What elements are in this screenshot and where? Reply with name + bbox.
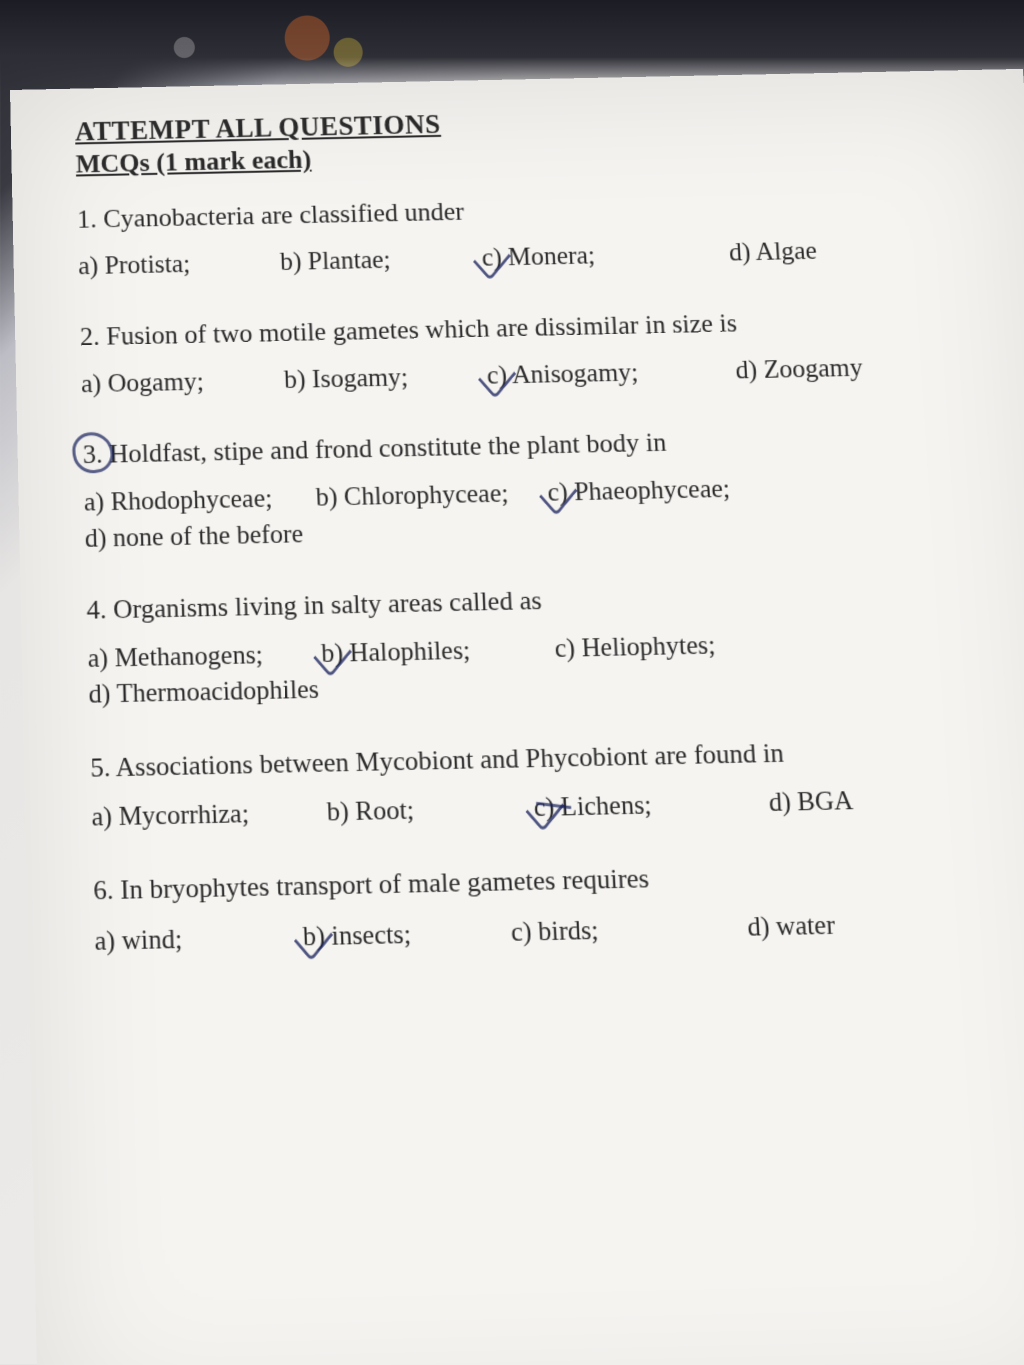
option-d: d) BGA: [768, 779, 1005, 821]
option-d: d) Algae: [728, 231, 959, 271]
question-stem: Fusion of two motile gametes which are d…: [106, 308, 738, 351]
option-c: c) birds;: [510, 908, 748, 950]
options-row: a) Protista; b) Plantae; c) Monera; d) A…: [78, 230, 996, 284]
question-4: 4. Organisms living in salty areas calle…: [86, 572, 1024, 713]
question-2: 2. Fusion of two motile gametes which ar…: [80, 299, 1004, 402]
question-number: 4.: [86, 594, 107, 625]
option-a: a) Oogamy;: [81, 362, 285, 401]
option-c: c) Lichens;: [533, 784, 770, 826]
question-number-circled: 3.: [82, 436, 103, 473]
question-stem: Cyanobacteria are classified under: [103, 197, 465, 234]
option-b: b) Halophiles;: [321, 631, 556, 672]
exam-sheet: ATTEMPT ALL QUESTIONS MCQs (1 mark each)…: [10, 69, 1024, 1365]
option-a: a) Rhodophyceae;: [84, 480, 317, 521]
option-c: c) Anisogamy;: [486, 353, 737, 393]
option-d: d) Thermoacidophiles: [88, 671, 351, 713]
options-row: a) wind; b) insects; c) birds; d) water: [94, 902, 1024, 960]
option-c: c) Monera;: [481, 235, 730, 275]
question-5: 5. Associations between Mycobiont and Ph…: [90, 729, 1024, 836]
question-number: 5.: [90, 752, 111, 783]
question-text: 5. Associations between Mycobiont and Ph…: [90, 729, 1024, 786]
option-b: b) Plantae;: [279, 241, 482, 280]
option-b: b) insects;: [302, 913, 512, 955]
options-row: a) Rhodophyceae; b) Chlorophyceae; c) Ph…: [84, 465, 1015, 556]
option-d: d) Zoogamy: [735, 348, 967, 388]
question-text: 6. In bryophytes transport of male gamet…: [93, 852, 1024, 910]
question-text: 1. Cyanobacteria are classified under: [77, 182, 993, 236]
option-a: a) wind;: [94, 918, 303, 960]
options-row: a) Oogamy; b) Isogamy; c) Anisogamy; d) …: [81, 347, 1004, 402]
question-stem: Associations between Mycobiont and Phyco…: [115, 737, 784, 782]
options-row: a) Methanogens; b) Halophiles; c) Heliop…: [87, 621, 1024, 713]
question-text: 3. Holdfast, stipe and frond constitute …: [82, 417, 1008, 473]
option-b: b) Isogamy;: [283, 358, 487, 397]
question-6: 6. In bryophytes transport of male gamet…: [93, 852, 1024, 960]
question-text: 2. Fusion of two motile gametes which ar…: [80, 299, 1001, 354]
option-b: b) Chlorophyceae;: [315, 475, 548, 515]
option-c: c) Heliophytes;: [554, 626, 789, 667]
question-1: 1. Cyanobacteria are classified under a)…: [77, 182, 996, 283]
option-d: d) none of the before: [84, 515, 327, 556]
option-a: a) Protista;: [78, 245, 281, 284]
question-text: 4. Organisms living in salty areas calle…: [86, 572, 1019, 629]
options-row: a) Mycorrhiza; b) Root; c) Lichens; d) B…: [91, 779, 1024, 836]
question-stem: In bryophytes transport of male gametes …: [120, 863, 650, 906]
option-d: d) water: [746, 903, 985, 945]
option-a: a) Mycorrhiza;: [91, 794, 327, 836]
option-b: b) Root;: [326, 789, 534, 830]
question-number: 6.: [93, 875, 114, 907]
option-c: c) Phaeophyceae;: [547, 470, 780, 510]
question-number: 2.: [80, 321, 100, 351]
option-a: a) Methanogens;: [87, 636, 322, 677]
question-stem: Organisms living in salty areas called a…: [113, 585, 542, 624]
question-stem: Holdfast, stipe and frond constitute the…: [109, 427, 667, 469]
question-number: 1.: [77, 204, 97, 234]
question-3: 3. Holdfast, stipe and frond constitute …: [82, 417, 1014, 556]
